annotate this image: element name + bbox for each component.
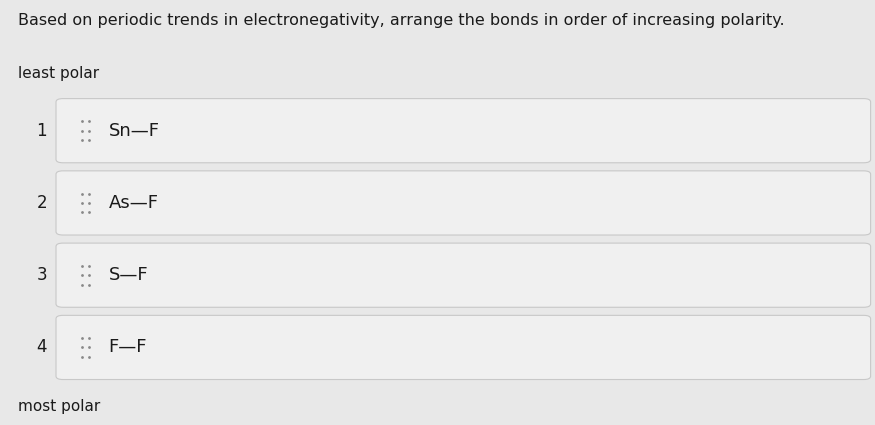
FancyBboxPatch shape [56, 243, 871, 307]
Text: F—F: F—F [108, 338, 147, 357]
FancyBboxPatch shape [56, 315, 871, 380]
FancyBboxPatch shape [56, 99, 871, 163]
Text: Based on periodic trends in electronegativity, arrange the bonds in order of inc: Based on periodic trends in electronegat… [18, 13, 784, 28]
Text: most polar: most polar [18, 400, 100, 414]
Text: 4: 4 [37, 338, 47, 357]
FancyBboxPatch shape [56, 171, 871, 235]
Text: least polar: least polar [18, 66, 99, 81]
Text: 1: 1 [37, 122, 47, 140]
Text: As—F: As—F [108, 194, 158, 212]
Text: 2: 2 [37, 194, 47, 212]
Text: 3: 3 [37, 266, 47, 284]
Text: S—F: S—F [108, 266, 148, 284]
Text: Sn—F: Sn—F [108, 122, 159, 140]
